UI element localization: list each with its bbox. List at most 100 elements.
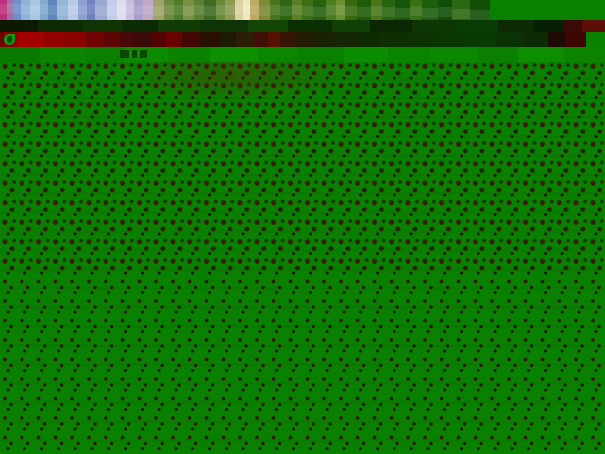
leaf-badge-icon[interactable]: [4, 34, 15, 45]
scanline-segment: [250, 0, 259, 20]
subshelf-segment: [298, 47, 344, 62]
shelf-segment: [288, 20, 332, 32]
scanline-segment: [225, 0, 235, 20]
subshelf-segment: [518, 47, 564, 62]
scanline-segment: [302, 0, 313, 20]
scanline-segment: [13, 0, 21, 20]
shelf-segment: [82, 20, 122, 32]
subshelf-segment: [388, 47, 430, 62]
scanline-segment: [280, 0, 292, 20]
toolbar-segment: [236, 32, 254, 47]
subshelf-segment: [0, 47, 40, 62]
scanline-segment: [243, 0, 250, 20]
subshelf-segment: [168, 47, 210, 62]
scanline-segment: [216, 0, 225, 20]
corrupted-red-toolbar[interactable]: [0, 32, 605, 47]
toolbar-segment: [314, 32, 334, 47]
shelf-segment: [458, 20, 498, 32]
scanline-segment: [0, 0, 7, 20]
scanline-segment: [452, 0, 470, 20]
toolbar-segment: [44, 32, 66, 47]
corrupted-image-scanline: [0, 0, 605, 20]
subshelf-segment: [478, 47, 518, 62]
scanline-segment: [422, 0, 438, 20]
toolbar-segment: [334, 32, 356, 47]
scanline-segment: [259, 0, 270, 20]
scanline-segment: [235, 0, 243, 20]
scanline-segment: [410, 0, 422, 20]
shelf-segment: [564, 20, 582, 32]
scanline-segment: [194, 0, 204, 20]
scanline-segment: [438, 0, 452, 20]
toolbar-segment: [548, 32, 566, 47]
scanline-segment: [174, 0, 183, 20]
toolbar-segment: [66, 32, 86, 47]
shelf-segment: [370, 20, 412, 32]
subshelf-segment: [258, 47, 298, 62]
toolbar-segment: [280, 32, 296, 47]
toolbar-segment: [254, 32, 268, 47]
scanline-segment: [48, 0, 57, 20]
subshelf-segment: [430, 47, 478, 62]
scanline-segment: [117, 0, 126, 20]
scanline-segment: [371, 0, 382, 20]
subshelf-segment: [210, 47, 258, 62]
toolbar-segment: [182, 32, 200, 47]
toolbar-segment: [134, 32, 152, 47]
shelf-segment: [582, 20, 605, 32]
shelf-segment: [412, 20, 458, 32]
scanline-segment: [30, 0, 40, 20]
toolbar-segment: [524, 32, 548, 47]
scanline-segment: [326, 0, 336, 20]
scanline-segment: [153, 0, 164, 20]
scanline-segment: [470, 0, 490, 20]
scanline-segment: [21, 0, 30, 20]
shelf-segment: [0, 20, 38, 32]
subshelf-segment: [40, 47, 86, 62]
scanline-segment: [78, 0, 87, 20]
scanline-segment: [357, 0, 371, 20]
toolbar-segment: [152, 32, 166, 47]
toolbar-segment: [406, 32, 434, 47]
scanline-segment: [395, 0, 410, 20]
tiled-glyph-field: [0, 62, 605, 454]
corrupted-green-subshelf: [0, 47, 605, 62]
scanline-segment: [95, 0, 107, 20]
shelf-artifact: [132, 50, 137, 58]
scanline-segment: [143, 0, 153, 20]
shelf-segment: [498, 20, 534, 32]
scanline-segment: [382, 0, 395, 20]
shelf-segment: [248, 20, 288, 32]
shelf-segment: [158, 20, 200, 32]
toolbar-segment: [296, 32, 314, 47]
scanline-segment: [204, 0, 216, 20]
shelf-artifact: [120, 50, 129, 58]
scanline-segment: [270, 0, 280, 20]
scanline-segment: [134, 0, 143, 20]
scanline-segment: [126, 0, 134, 20]
toolbar-segment: [566, 32, 586, 47]
scanline-segment: [313, 0, 326, 20]
shelf-segment: [332, 20, 370, 32]
toolbar-segment: [464, 32, 496, 47]
scanline-segment: [7, 0, 13, 20]
toolbar-segment: [200, 32, 220, 47]
corrupted-toolbar-shelf: [0, 20, 605, 32]
toolbar-segment: [104, 32, 120, 47]
shelf-segment: [534, 20, 564, 32]
scanline-segment: [87, 0, 95, 20]
shelf-segment: [122, 20, 158, 32]
scanline-segment: [40, 0, 48, 20]
scanline-segment: [107, 0, 117, 20]
subshelf-segment: [86, 47, 124, 62]
scanline-segment: [57, 0, 68, 20]
scanline-segment: [164, 0, 174, 20]
toolbar-segment: [434, 32, 464, 47]
shelf-artifact: [140, 50, 147, 58]
toolbar-segment: [86, 32, 104, 47]
toolbar-segment: [18, 32, 44, 47]
toolbar-segment: [166, 32, 182, 47]
subshelf-segment: [564, 47, 605, 62]
scanline-segment: [183, 0, 194, 20]
